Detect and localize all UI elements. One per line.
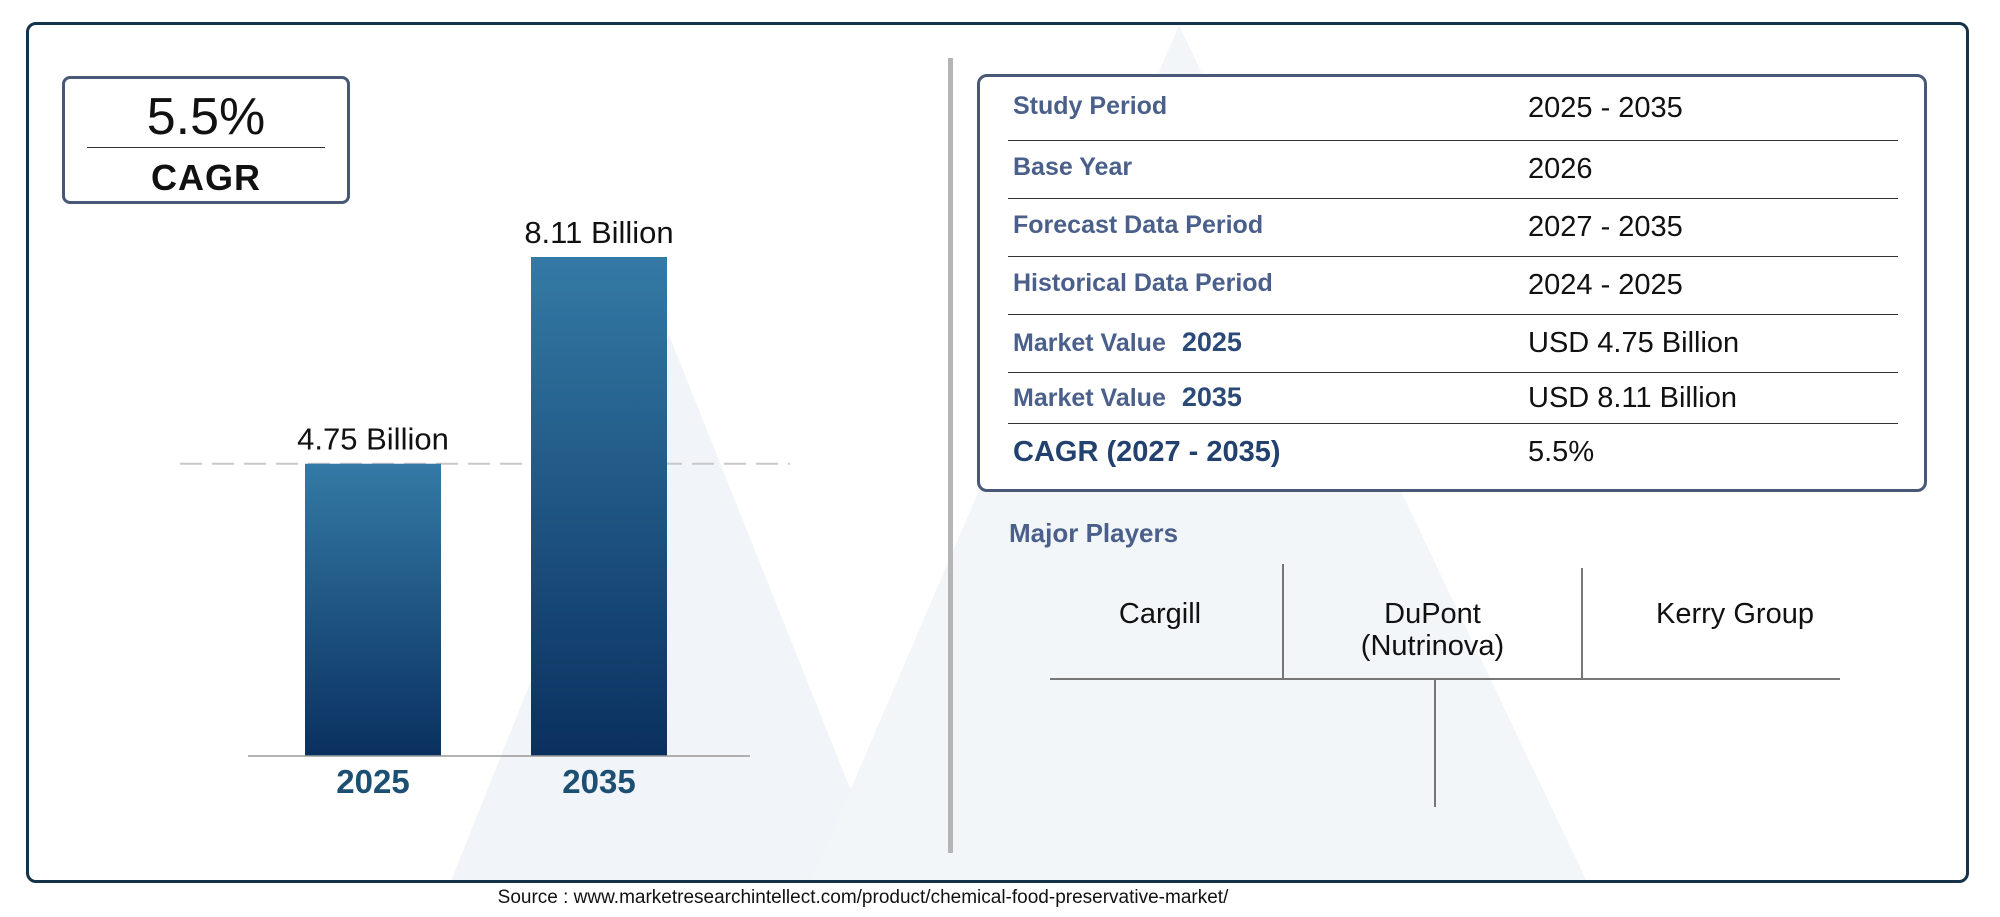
info-row-label: Forecast Data Period <box>1013 211 1264 239</box>
x-tick-label: 2035 <box>562 763 635 800</box>
info-row-value: 2024 - 2025 <box>1528 269 1683 301</box>
row-separator <box>1008 256 1898 257</box>
market-value-bar-chart: 4.75 Billion 2025 8.11 Billion 2035 <box>180 215 790 800</box>
info-row: Forecast Data Period 2027 - 2035 <box>1008 199 1898 257</box>
info-row-value: 2027 - 2035 <box>1528 211 1683 243</box>
info-row-year: 2025 <box>1181 327 1242 357</box>
bar-2025 <box>305 463 441 756</box>
info-row: Historical Data Period 2024 - 2025 <box>1008 257 1898 315</box>
info-row-value: 5.5% <box>1528 436 1595 468</box>
row-separator <box>1008 314 1898 315</box>
info-row: Base Year 2026 <box>1008 141 1898 199</box>
row-separator <box>1008 140 1898 141</box>
info-row-label: Study Period <box>1013 92 1168 120</box>
cagr-label: CAGR <box>151 157 261 198</box>
player-stem <box>1434 679 1436 807</box>
info-row-label: Base Year <box>1013 153 1133 181</box>
cagr-value: 5.5% <box>146 88 266 146</box>
player-name: DuPont (Nutrinova) <box>1360 598 1505 662</box>
player-divider <box>1581 568 1583 678</box>
info-row-value: USD 4.75 Billion <box>1528 327 1740 359</box>
player-name: Cargill <box>1118 598 1202 630</box>
market-info-table: Study Period 2025 - 2035 Base Year 2026 Fore… <box>977 74 1927 492</box>
info-row: CAGR (2027 - 2035) 5.5% <box>1008 424 1898 482</box>
cagr-divider <box>87 147 325 148</box>
info-row-value: 2025 - 2035 <box>1528 92 1683 124</box>
player-name: Kerry Group <box>1656 598 1814 630</box>
info-row-value: 2026 <box>1528 153 1593 185</box>
bars: 4.75 Billion 2025 8.11 Billion 2035 <box>297 215 674 800</box>
info-row-label: Historical Data Period <box>1013 269 1273 297</box>
data-label: 4.75 Billion <box>297 422 449 457</box>
panel-divider <box>948 58 953 853</box>
source-note: Source : www.marketresearchintellect.com… <box>497 887 1229 908</box>
row-separator <box>1008 198 1898 199</box>
x-tick-label: 2025 <box>336 763 409 800</box>
players-rule <box>1050 678 1840 680</box>
major-players-title: Major Players <box>1009 518 1179 548</box>
cagr-box: 5.5% CAGR <box>62 76 350 204</box>
info-row-label: Market Value 2025 <box>1013 327 1242 357</box>
player-divider <box>1282 564 1284 678</box>
info-row: Market Value 2025 USD 4.75 Billion <box>1008 315 1898 373</box>
data-label: 8.11 Billion <box>524 215 673 250</box>
info-row: Study Period 2025 - 2035 <box>1008 77 1898 141</box>
info-row-year: 2035 <box>1181 381 1242 412</box>
bar-2035 <box>531 257 667 756</box>
info-row-label: Market Value 2035 <box>1013 381 1242 412</box>
info-row: Market Value 2035 USD 8.11 Billion <box>1008 373 1898 424</box>
info-row-value: USD 8.11 Billion <box>1528 381 1738 414</box>
row-separator <box>1008 372 1898 373</box>
info-row-label: CAGR (2027 - 2035) <box>1013 436 1281 468</box>
row-separator <box>1008 423 1898 424</box>
